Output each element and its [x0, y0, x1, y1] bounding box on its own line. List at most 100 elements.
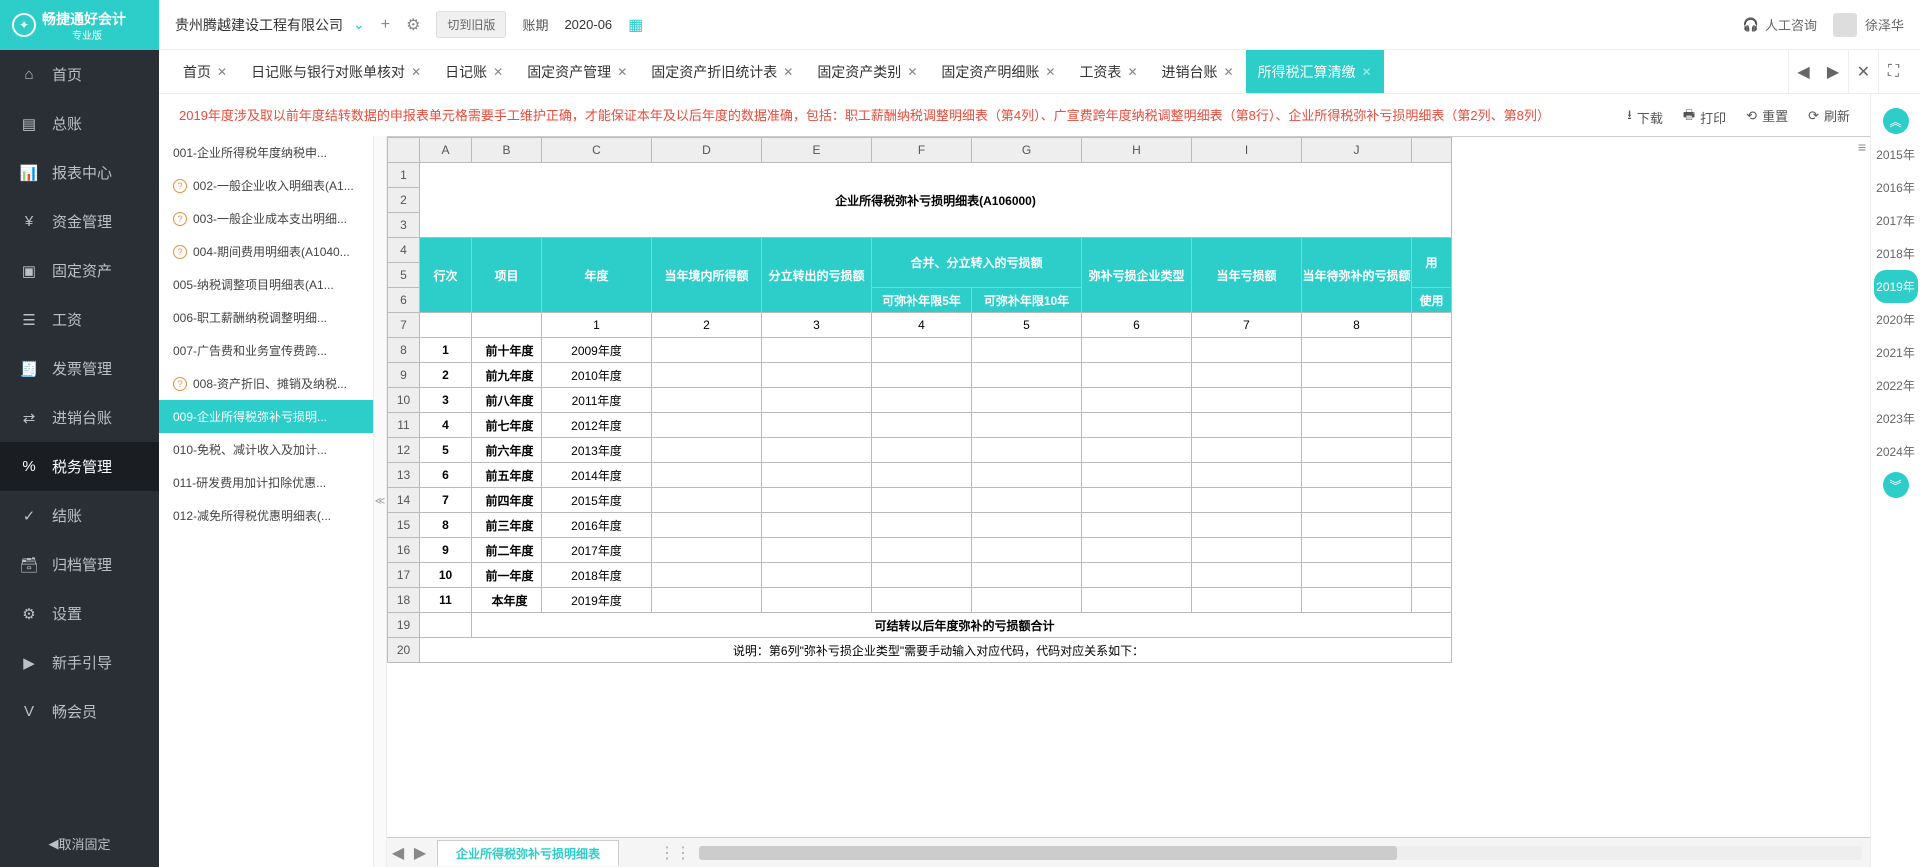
cell[interactable]: [872, 463, 972, 488]
cell[interactable]: [1302, 563, 1412, 588]
tab[interactable]: 进销台账 ✕: [1150, 50, 1246, 93]
sidebar-item-guide[interactable]: ▶ 新手引导: [0, 638, 159, 687]
sidebar-item-vip[interactable]: V 畅会员: [0, 687, 159, 736]
sidebar-item-asset[interactable]: ▣ 固定资产: [0, 246, 159, 295]
cell[interactable]: [1412, 413, 1452, 438]
cell[interactable]: 2013年度: [542, 438, 652, 463]
cell[interactable]: [872, 588, 972, 613]
cell[interactable]: [652, 438, 762, 463]
print-button[interactable]: 🖶 打印: [1683, 106, 1726, 128]
cell[interactable]: [652, 388, 762, 413]
cell[interactable]: [1302, 463, 1412, 488]
consult-button[interactable]: 🎧 人工咨询: [1743, 15, 1817, 34]
cell[interactable]: [652, 413, 762, 438]
cell[interactable]: [652, 363, 762, 388]
cell[interactable]: [972, 588, 1082, 613]
download-button[interactable]: ⭳ 下载: [1627, 106, 1663, 128]
tab[interactable]: 日记账 ✕: [433, 50, 515, 93]
cell[interactable]: [1082, 488, 1192, 513]
report-item[interactable]: ? 008-资产折旧、摊销及纳税...: [159, 367, 373, 400]
cell[interactable]: 3: [762, 313, 872, 338]
year-item[interactable]: 2023年: [1874, 402, 1918, 435]
cell[interactable]: [1192, 463, 1302, 488]
cell[interactable]: [972, 463, 1082, 488]
cell[interactable]: [762, 488, 872, 513]
cell[interactable]: [762, 463, 872, 488]
gear-icon[interactable]: ⚙: [406, 15, 420, 35]
close-icon[interactable]: ✕: [617, 65, 627, 79]
report-item[interactable]: ? 004-期间费用明细表(A1040...: [159, 235, 373, 268]
cell[interactable]: [972, 338, 1082, 363]
sheet-nav-next[interactable]: ▶: [409, 843, 431, 863]
cell[interactable]: [1192, 438, 1302, 463]
cell[interactable]: [1412, 563, 1452, 588]
sidebar-item-settings[interactable]: ⚙ 设置: [0, 589, 159, 638]
cell[interactable]: 前六年度: [472, 438, 542, 463]
cell[interactable]: 前三年度: [472, 513, 542, 538]
cell[interactable]: 2011年度: [542, 388, 652, 413]
cell[interactable]: 前九年度: [472, 363, 542, 388]
cell[interactable]: 10: [420, 563, 472, 588]
cell[interactable]: 前十年度: [472, 338, 542, 363]
year-item[interactable]: 2022年: [1874, 369, 1918, 402]
cell[interactable]: [1412, 388, 1452, 413]
cell[interactable]: [762, 338, 872, 363]
cell[interactable]: [972, 413, 1082, 438]
cell[interactable]: 8: [420, 513, 472, 538]
period-value[interactable]: 2020-06: [564, 17, 612, 32]
sidebar-item-salary[interactable]: ☰ 工资: [0, 295, 159, 344]
cell[interactable]: 2015年度: [542, 488, 652, 513]
cell[interactable]: [972, 538, 1082, 563]
close-icon[interactable]: ✕: [411, 65, 421, 79]
cell[interactable]: 2: [420, 363, 472, 388]
cell[interactable]: [1192, 588, 1302, 613]
cell[interactable]: [972, 488, 1082, 513]
calendar-icon[interactable]: ▦: [628, 15, 643, 35]
cell[interactable]: 9: [420, 538, 472, 563]
cell[interactable]: [1192, 538, 1302, 563]
tab[interactable]: 固定资产类别 ✕: [805, 50, 929, 93]
cell[interactable]: 2: [652, 313, 762, 338]
sheet-nav-prev[interactable]: ◀: [387, 843, 409, 863]
cell[interactable]: [1192, 363, 1302, 388]
close-icon[interactable]: ✕: [1362, 65, 1372, 79]
cell[interactable]: 本年度: [472, 588, 542, 613]
sidebar-item-tax[interactable]: % 税务管理: [0, 442, 159, 491]
cell[interactable]: 5: [972, 313, 1082, 338]
cell[interactable]: [1412, 363, 1452, 388]
close-icon[interactable]: ✕: [217, 65, 227, 79]
company-selector[interactable]: 贵州腾越建设工程有限公司 ⌄: [175, 15, 365, 35]
cell[interactable]: 1: [542, 313, 652, 338]
cell[interactable]: [1412, 538, 1452, 563]
year-item[interactable]: 2021年: [1874, 336, 1918, 369]
cell[interactable]: [872, 538, 972, 563]
cell[interactable]: [762, 563, 872, 588]
sidebar-item-archive[interactable]: 🗃 归档管理: [0, 540, 159, 589]
cell[interactable]: [1082, 338, 1192, 363]
cell[interactable]: [1302, 338, 1412, 363]
cell[interactable]: 2018年度: [542, 563, 652, 588]
cell[interactable]: 2010年度: [542, 363, 652, 388]
tab[interactable]: 工资表 ✕: [1067, 50, 1149, 93]
cell[interactable]: 6: [1082, 313, 1192, 338]
tab[interactable]: 固定资产明细账 ✕: [929, 50, 1067, 93]
cell[interactable]: 前八年度: [472, 388, 542, 413]
cell[interactable]: [762, 538, 872, 563]
cell[interactable]: 2016年度: [542, 513, 652, 538]
cell[interactable]: [872, 388, 972, 413]
cell[interactable]: [1082, 463, 1192, 488]
cell[interactable]: 前一年度: [472, 563, 542, 588]
tab[interactable]: 所得税汇算清缴 ✕: [1246, 50, 1384, 93]
cell[interactable]: 2012年度: [542, 413, 652, 438]
report-item[interactable]: 006-职工薪酬纳税调整明细...: [159, 301, 373, 334]
close-icon[interactable]: ✕: [907, 65, 917, 79]
sidebar-item-home[interactable]: ⌂ 首页: [0, 50, 159, 99]
add-icon[interactable]: +: [381, 16, 390, 34]
cell[interactable]: 11: [420, 588, 472, 613]
close-icon[interactable]: ✕: [1127, 65, 1137, 79]
cell[interactable]: 2019年度: [542, 588, 652, 613]
year-down-button[interactable]: ︾: [1883, 472, 1909, 498]
cell[interactable]: [972, 363, 1082, 388]
sidebar-item-report[interactable]: 📊 报表中心: [0, 148, 159, 197]
cell[interactable]: [1192, 413, 1302, 438]
